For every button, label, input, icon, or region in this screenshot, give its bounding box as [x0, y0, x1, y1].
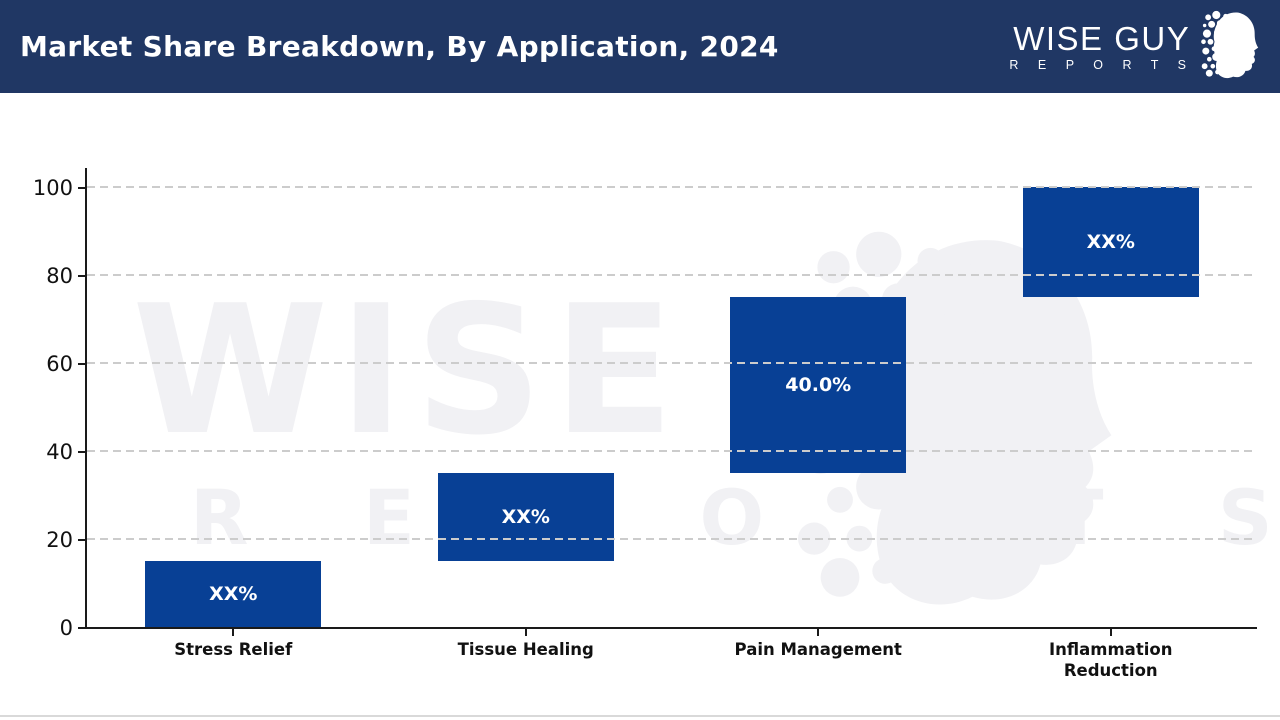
y-tick-20 [78, 539, 85, 541]
y-tick-label-80: 80 [46, 264, 73, 288]
x-tick-2 [524, 629, 527, 636]
y-axis-line [85, 168, 87, 629]
gridline-80 [87, 274, 1257, 276]
x-category-label: Pain Management [734, 640, 902, 659]
gridline-20 [87, 538, 1257, 540]
gridline-40 [87, 450, 1257, 452]
watermark-subtext: R E P O R T S [190, 473, 1280, 562]
report-header: Market Share Breakdown, By Application, … [0, 0, 1280, 93]
y-tick-40 [78, 451, 85, 453]
x-tick-4 [1109, 629, 1112, 636]
x-tick-1 [232, 629, 235, 636]
bar-pain-management [730, 297, 907, 473]
x-axis-line [85, 627, 1257, 629]
gridline-60 [87, 362, 1257, 364]
bar-inflammation-reduction [1022, 187, 1199, 297]
y-tick-80 [78, 275, 85, 277]
x-category-label: Tissue Healing [457, 640, 594, 659]
logo-wordmark: WISE GUY [1013, 19, 1191, 57]
logo-face-icon [1201, 10, 1259, 78]
y-tick-60 [78, 363, 85, 365]
bar-value-label: XX% [209, 583, 258, 605]
bar-stress-relief [145, 561, 322, 627]
y-tick-label-100: 100 [32, 176, 73, 200]
gridline-100 [87, 186, 1257, 188]
y-tick-label-40: 40 [46, 440, 73, 464]
x-category-label: Inflammation Reduction [1049, 640, 1173, 680]
y-tick-label-20: 20 [46, 528, 73, 552]
y-tick-0 [78, 627, 85, 629]
y-tick-100 [78, 187, 85, 189]
logo-text: WISE GUY R E P O R T S [1009, 22, 1194, 72]
y-tick-label-60: 60 [46, 352, 73, 376]
x-category-label: Stress Relief [174, 640, 293, 659]
wise-guy-logo: WISE GUY R E P O R T S [1009, 7, 1264, 87]
bottom-divider [0, 715, 1280, 717]
logo-subtext: R E P O R T S [1009, 57, 1194, 72]
bar-value-label: XX% [1086, 231, 1135, 253]
bar-tissue-healing [437, 473, 614, 561]
chart-title: Market Share Breakdown, By Application, … [20, 30, 779, 63]
x-tick-3 [817, 629, 820, 636]
bar-value-label: 40.0% [785, 374, 852, 396]
bar-value-label: XX% [501, 506, 550, 528]
y-tick-label-0: 0 [59, 616, 73, 640]
